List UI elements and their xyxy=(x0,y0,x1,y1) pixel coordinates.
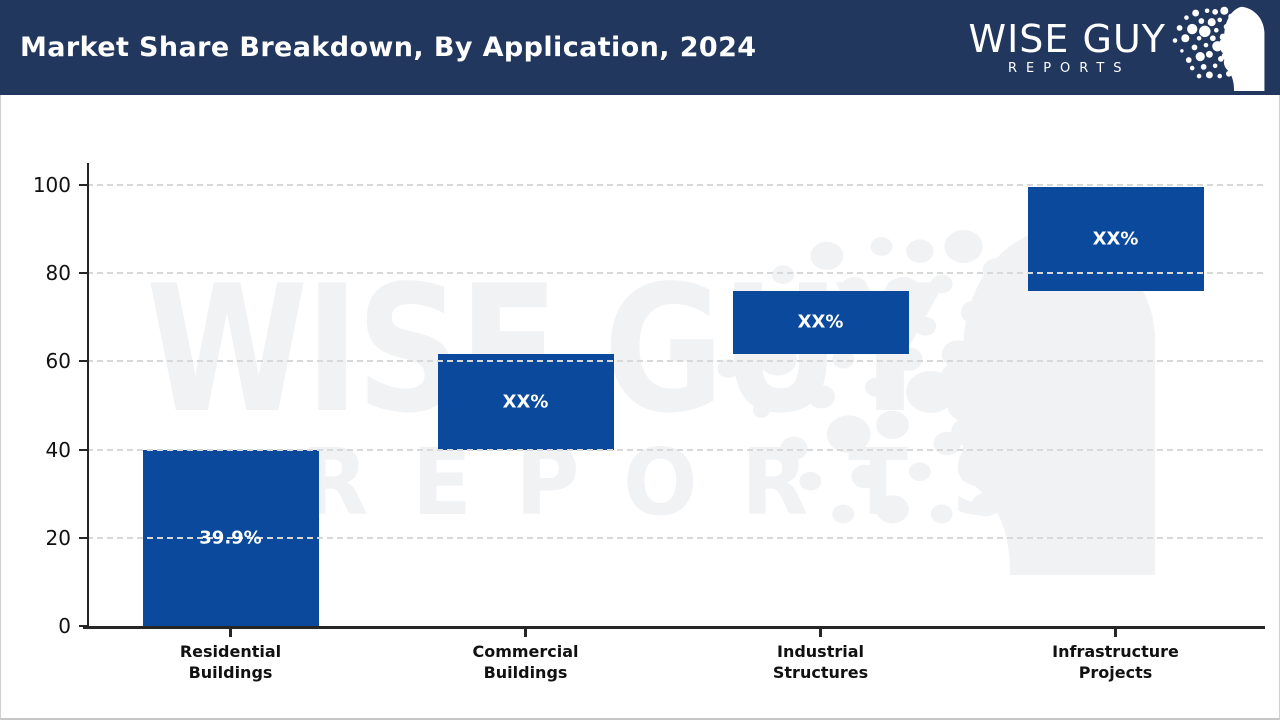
y-axis-label: 100 xyxy=(32,173,71,197)
x-axis-category-label: Commercial Buildings xyxy=(472,642,579,682)
logo-subtitle: REPORTS xyxy=(1007,61,1131,76)
x-axis-category-label: Infrastructure Projects xyxy=(1052,642,1179,682)
chart-canvas: WISE GUY REPORTS 0 20 40 60 80 100 39.9% Reside… xyxy=(0,95,1280,720)
y-axis-tick xyxy=(79,448,87,451)
bar-commercial xyxy=(437,353,614,451)
y-gridline xyxy=(87,272,1263,275)
bar-value-label: XX% xyxy=(797,311,844,333)
x-axis-category-label: Industrial Structures xyxy=(772,642,869,682)
x-axis-line xyxy=(83,626,1265,629)
x-axis-tick xyxy=(524,629,527,637)
bar-value-label: XX% xyxy=(502,391,549,413)
y-axis-tick xyxy=(79,272,87,275)
y-gridline xyxy=(87,360,1263,363)
chart-title: Market Share Breakdown, By Application, … xyxy=(20,32,757,63)
y-axis-label: 0 xyxy=(58,614,71,638)
bar-value-label: XX% xyxy=(1092,228,1139,250)
y-axis-tick xyxy=(79,360,87,363)
y-axis-tick xyxy=(79,184,87,186)
x-axis-tick xyxy=(1114,629,1117,637)
wise-guy-logo: WISE GUY REPORTS xyxy=(969,5,1270,91)
y-gridline xyxy=(87,184,1263,186)
x-axis-category-label: Residential Buildings xyxy=(179,642,282,682)
bar-value-label: 39.9% xyxy=(199,527,262,549)
bar-industrial xyxy=(732,290,909,354)
y-gridline xyxy=(87,448,1263,451)
logo-head-icon xyxy=(1172,6,1265,91)
x-axis-tick xyxy=(819,629,822,637)
y-axis-line xyxy=(87,163,89,626)
logo-text: WISE GUY REPORTS xyxy=(969,20,1166,75)
y-axis-tick xyxy=(79,536,87,539)
y-axis-label: 40 xyxy=(45,437,71,462)
x-axis-tick xyxy=(229,629,232,637)
y-axis-label: 80 xyxy=(45,261,71,286)
header-bar: Market Share Breakdown, By Application, … xyxy=(0,0,1280,95)
y-axis-label: 60 xyxy=(45,349,71,374)
y-axis-label: 20 xyxy=(45,525,71,550)
logo-wordmark: WISE GUY xyxy=(968,17,1166,61)
y-gridline xyxy=(87,536,1263,539)
